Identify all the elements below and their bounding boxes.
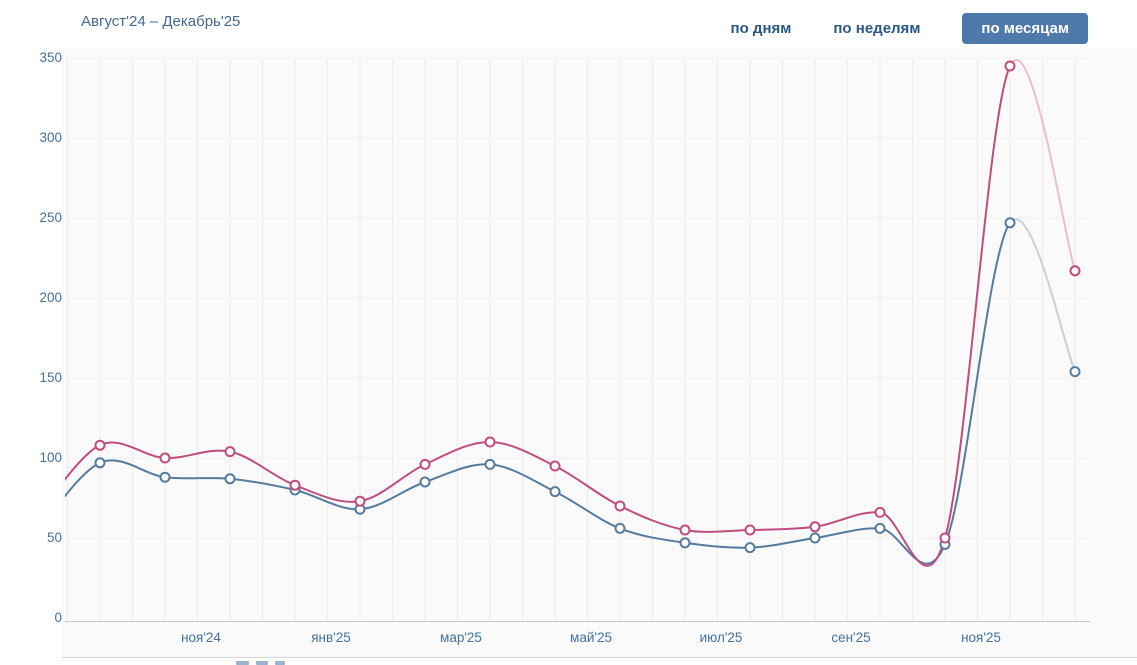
series-pink-point-11[interactable] [744,524,756,536]
series-pink-point-3[interactable] [224,446,236,458]
series-blue-point-15[interactable] [1004,217,1016,229]
series-blue-point-11[interactable] [744,542,756,554]
series-markers [94,60,1081,554]
cutoff-next-section [256,661,268,665]
y-axis-label: 150 [39,370,62,385]
y-axis-label: 300 [39,130,62,145]
chart-panel [62,48,1137,658]
series-blue-point-13[interactable] [874,522,886,534]
series-pink-point-4[interactable] [289,479,301,491]
date-range-title: Август'24 – Декабрь'25 [81,13,241,30]
cutoff-next-section [275,661,285,665]
tab-by-months[interactable]: по месяцам [962,12,1088,44]
tab-by-days[interactable]: по дням [730,19,792,37]
series-pink-point-6[interactable] [419,458,431,470]
series-blue-point-8[interactable] [549,486,561,498]
series-blue-point-10[interactable] [679,537,691,549]
series-pink-point-14[interactable] [939,532,951,544]
series-blue-point-7[interactable] [484,458,496,470]
y-axis-label: 50 [46,530,62,545]
x-axis-label: май'25 [570,630,612,645]
series-pink-point-8[interactable] [549,460,561,472]
series-blue-point-2[interactable] [159,471,171,483]
series-pink-point-12[interactable] [809,521,821,533]
tab-by-weeks[interactable]: по неделям [833,19,921,37]
series-blue-point-3[interactable] [224,473,236,485]
series-pink-point-2[interactable] [159,452,171,464]
series-pink-point-10[interactable] [679,524,691,536]
series-pink-point-5[interactable] [354,495,366,507]
series-pink-point-16[interactable] [1069,265,1081,277]
series-blue-point-9[interactable] [614,522,626,534]
series-pink-point-7[interactable] [484,436,496,448]
series-pink-point-13[interactable] [874,506,886,518]
series-blue-point-16[interactable] [1069,366,1081,378]
y-axis-label: 250 [39,210,62,225]
series-pink-point-9[interactable] [614,500,626,512]
y-axis-label: 0 [54,610,62,625]
x-axis-label: ноя'24 [181,630,221,645]
series-blue-point-6[interactable] [419,476,431,488]
gridlines [65,57,1090,621]
series-pink-point-15[interactable] [1004,60,1016,72]
x-axis-label: ноя'25 [961,630,1001,645]
x-axis-label: мар'25 [440,630,482,645]
series-blue-point-1[interactable] [94,457,106,469]
period-tabs: по дням по неделям по месяцам [731,12,1088,44]
x-axis-label: янв'25 [311,630,351,645]
y-axis-label: 350 [39,50,62,65]
x-axis-label: июл'25 [699,630,743,645]
series-blue-point-12[interactable] [809,532,821,544]
y-axis-label: 200 [39,290,62,305]
cutoff-next-section [236,661,249,665]
series-pink-point-1[interactable] [94,439,106,451]
x-axis-label: сен'25 [831,630,871,645]
y-axis-label: 100 [39,450,62,465]
